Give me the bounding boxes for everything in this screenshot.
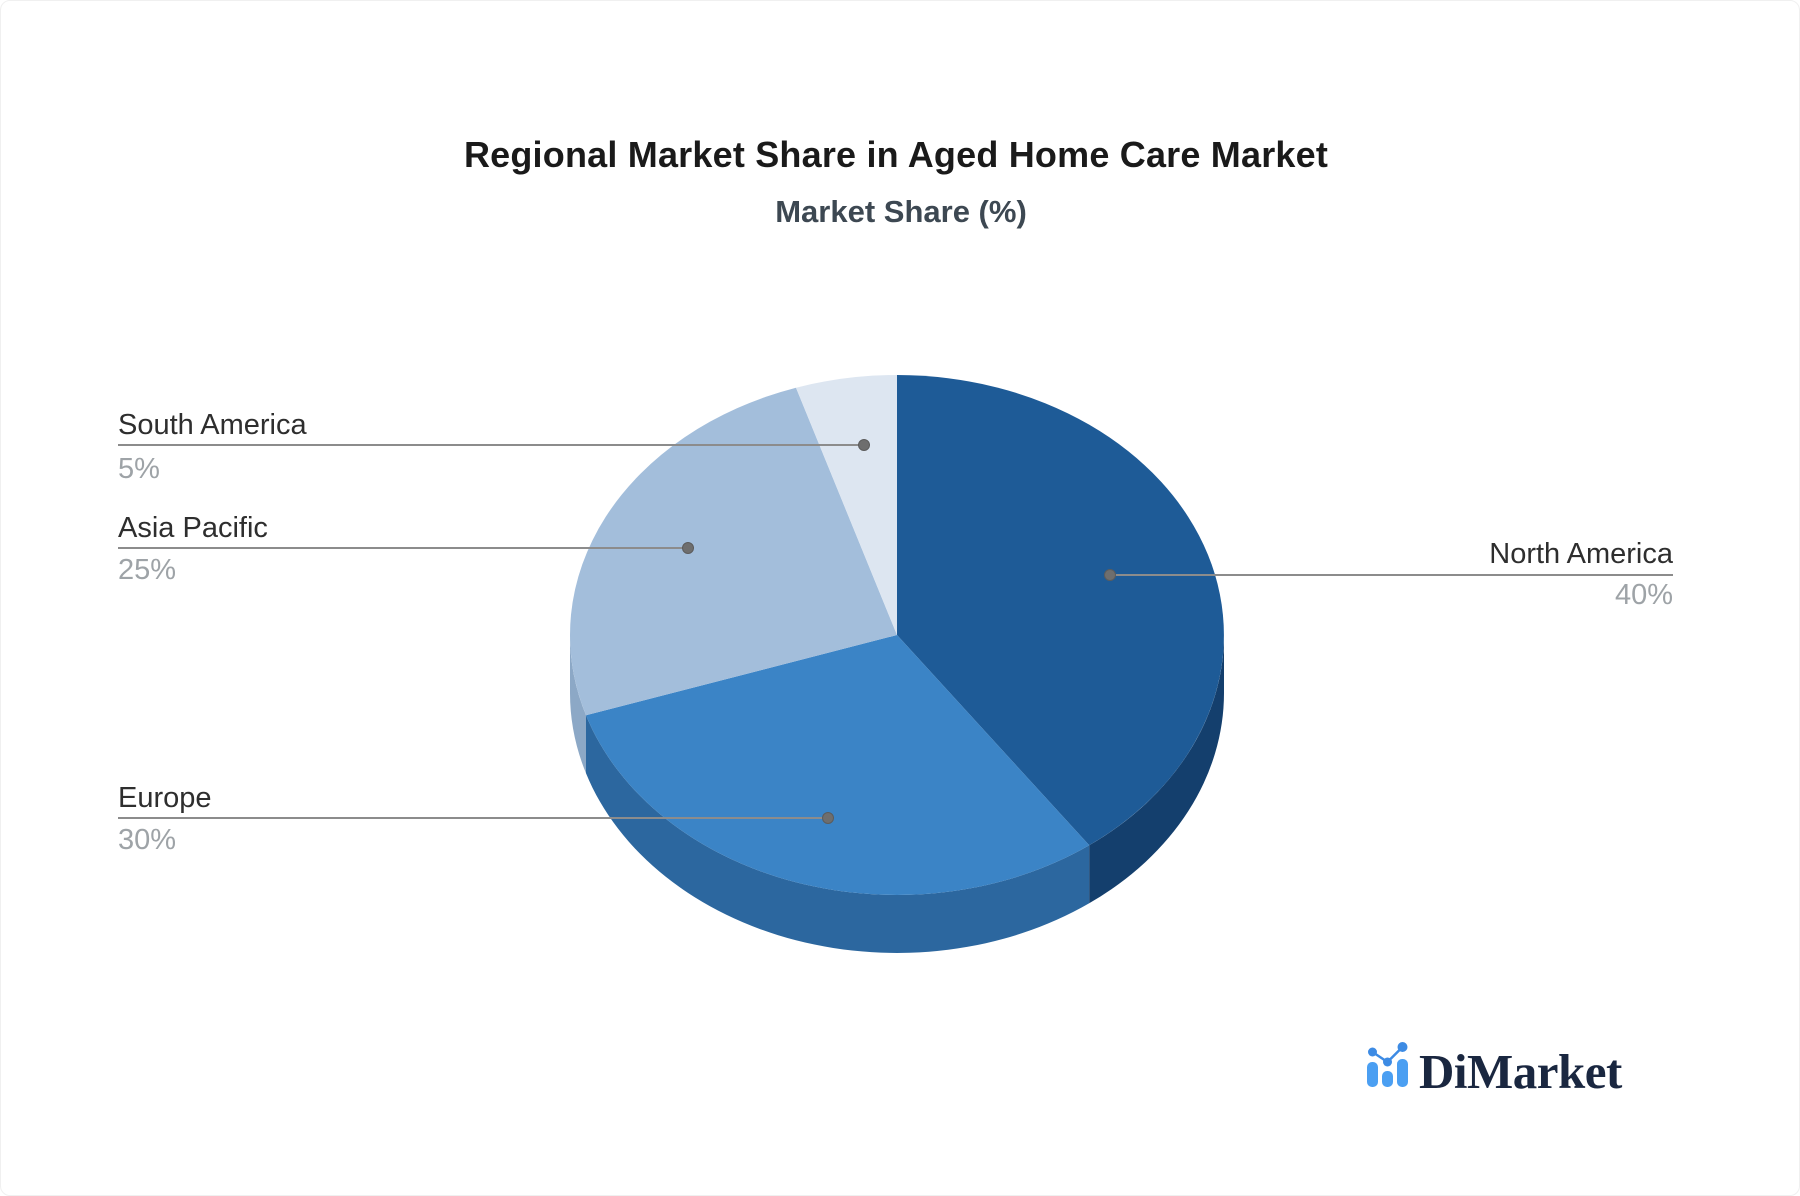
callout-dot-asia-pacific — [682, 542, 694, 554]
slice-value-asia-pacific: 25% — [118, 554, 176, 586]
callout-dot-south-america — [858, 439, 870, 451]
chart-subtitle: Market Share (%) — [775, 194, 1027, 229]
pie-slice-asia-pacific[interactable] — [570, 387, 897, 716]
logo-bar-right — [1397, 1059, 1408, 1087]
slice-label-europe: Europe — [118, 782, 212, 814]
pie-slice-side-north-america — [1089, 635, 1224, 904]
callout-dot-north-america — [1104, 569, 1116, 581]
slice-label-north-america: North America — [1489, 538, 1674, 570]
logo-bar-middle — [1382, 1071, 1393, 1087]
slice-label-asia-pacific: Asia Pacific — [118, 512, 268, 544]
pie-slice-south-america[interactable] — [796, 375, 897, 635]
pie-slice-europe[interactable] — [586, 635, 1090, 895]
pie-slice-side-europe — [586, 715, 1090, 953]
pie-slice-north-america[interactable] — [897, 375, 1224, 846]
logo-bar-chart-icon — [1367, 1042, 1408, 1087]
logo-dot-right — [1397, 1042, 1408, 1052]
callout-dot-europe — [822, 812, 834, 824]
chart-title: Regional Market Share in Aged Home Care … — [463, 134, 1329, 175]
logo-dot-middle — [1383, 1057, 1392, 1067]
pie-slice-side-asia-pacific — [570, 635, 586, 774]
slice-value-south-america: 5% — [118, 453, 160, 485]
logo-wordmark: DiMarket — [1419, 1044, 1623, 1099]
logo-dot-left — [1368, 1047, 1377, 1057]
slice-value-europe: 30% — [118, 824, 176, 856]
logo: DiMarket — [1367, 1042, 1623, 1099]
slice-label-south-america: South America — [118, 409, 307, 441]
slice-value-north-america: 40% — [1615, 579, 1673, 611]
logo-bar-left — [1367, 1062, 1378, 1087]
